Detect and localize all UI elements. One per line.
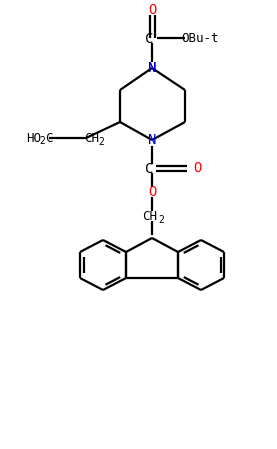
Text: 2: 2: [39, 136, 45, 146]
Text: N: N: [148, 61, 156, 75]
Text: HO: HO: [26, 132, 41, 145]
Text: O: O: [148, 3, 156, 17]
Text: C: C: [145, 32, 153, 46]
Text: 2: 2: [98, 137, 104, 147]
Text: CH: CH: [142, 211, 158, 224]
Text: OBu-t: OBu-t: [181, 31, 219, 44]
Text: 2: 2: [158, 215, 164, 225]
Text: C: C: [145, 162, 153, 176]
Text: O: O: [148, 185, 156, 199]
Text: N: N: [148, 61, 156, 75]
Text: C: C: [45, 132, 53, 145]
Text: CH: CH: [84, 132, 99, 145]
Text: O: O: [193, 161, 201, 175]
Text: N: N: [148, 133, 156, 147]
